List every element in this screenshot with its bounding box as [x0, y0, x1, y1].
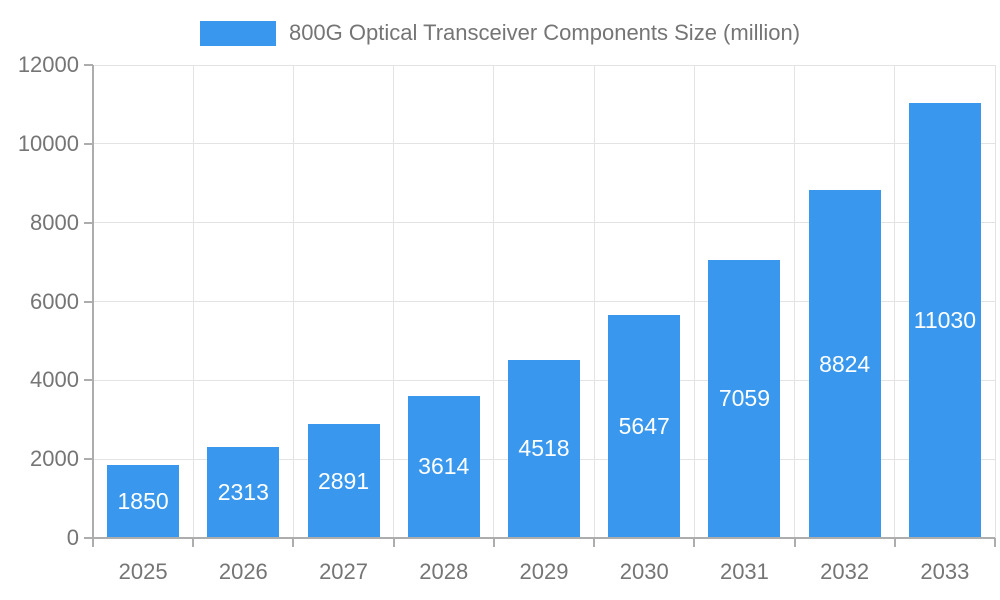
bar-value-label: 2891	[317, 467, 370, 494]
bar: 7059	[708, 259, 781, 538]
gridline-vertical	[994, 65, 996, 538]
gridline-vertical	[794, 65, 796, 538]
gridline-vertical	[292, 65, 294, 538]
bar: 2891	[307, 424, 380, 538]
y-axis-line	[92, 65, 94, 547]
bar-value-label: 8824	[819, 350, 871, 377]
bar: 4518	[508, 359, 580, 538]
bar-value-label: 4518	[518, 435, 570, 462]
y-axis-tick	[84, 458, 93, 461]
y-tick-label: 8000	[30, 209, 79, 235]
y-tick-label: 12000	[17, 52, 79, 77]
x-axis-line	[84, 537, 995, 539]
y-tick-label: 4000	[30, 367, 79, 393]
bar: 11030	[908, 103, 981, 538]
y-tick-label: 10000	[17, 130, 79, 156]
x-axis-tick	[793, 538, 796, 547]
gridline-horizontal	[93, 143, 995, 145]
gridline-vertical	[593, 65, 595, 538]
y-tick-label: 0	[66, 525, 79, 550]
gridline-vertical	[894, 65, 896, 538]
legend-label: 800G Optical Transceiver Components Size…	[288, 20, 801, 45]
x-tick-label: 2033	[920, 559, 970, 584]
gridline-vertical	[693, 65, 695, 538]
y-tick-label: 2000	[30, 446, 79, 472]
bar-value-label: 5647	[618, 413, 670, 440]
y-axis-tick	[84, 379, 93, 382]
x-axis-tick	[994, 538, 996, 547]
legend: 800G Optical Transceiver Components Size…	[0, 20, 1000, 46]
x-tick-label: 2032	[820, 559, 870, 584]
bar-value-label: 3614	[418, 453, 470, 480]
x-axis-tick	[192, 538, 195, 547]
x-axis-tick	[392, 538, 395, 547]
gridline-vertical	[393, 65, 395, 538]
bar-value-label: 2313	[217, 478, 269, 505]
y-axis-tick	[84, 221, 93, 224]
x-tick-label: 2031	[719, 559, 769, 584]
gridline-horizontal	[93, 222, 995, 224]
x-tick-label: 2025	[118, 559, 168, 584]
gridline-vertical	[493, 65, 495, 538]
bar: 2313	[207, 446, 280, 538]
x-axis-tick	[693, 538, 696, 547]
y-tick-label: 6000	[30, 288, 79, 314]
x-tick-label: 2030	[619, 559, 669, 584]
y-axis-tick	[84, 142, 93, 145]
x-tick-label: 2029	[519, 559, 569, 584]
x-tick-label: 2026	[218, 559, 268, 584]
gridline-horizontal	[93, 64, 995, 66]
bar: 1850	[107, 465, 180, 538]
x-tick-label: 2027	[319, 559, 369, 584]
y-axis-tick	[84, 64, 93, 66]
gridline-vertical	[192, 65, 194, 538]
bar: 5647	[608, 315, 681, 538]
x-axis-tick	[492, 538, 495, 547]
bar-value-label: 1850	[117, 488, 169, 515]
gridline-horizontal	[93, 301, 995, 302]
y-axis-tick	[84, 300, 93, 303]
x-axis-tick	[292, 538, 295, 547]
bar: 8824	[808, 190, 881, 538]
legend-swatch	[199, 20, 276, 46]
bar: 3614	[407, 395, 480, 538]
plot-area: 0 2000 4000 6000 8000 10000 12000 2025 2026 2027 2…	[18, 52, 996, 584]
x-tick-label: 2028	[419, 559, 469, 584]
x-axis-tick	[593, 538, 596, 547]
bar-value-label: 11030	[913, 307, 976, 334]
x-axis-tick	[893, 538, 896, 547]
bar-value-label: 7059	[718, 385, 771, 412]
